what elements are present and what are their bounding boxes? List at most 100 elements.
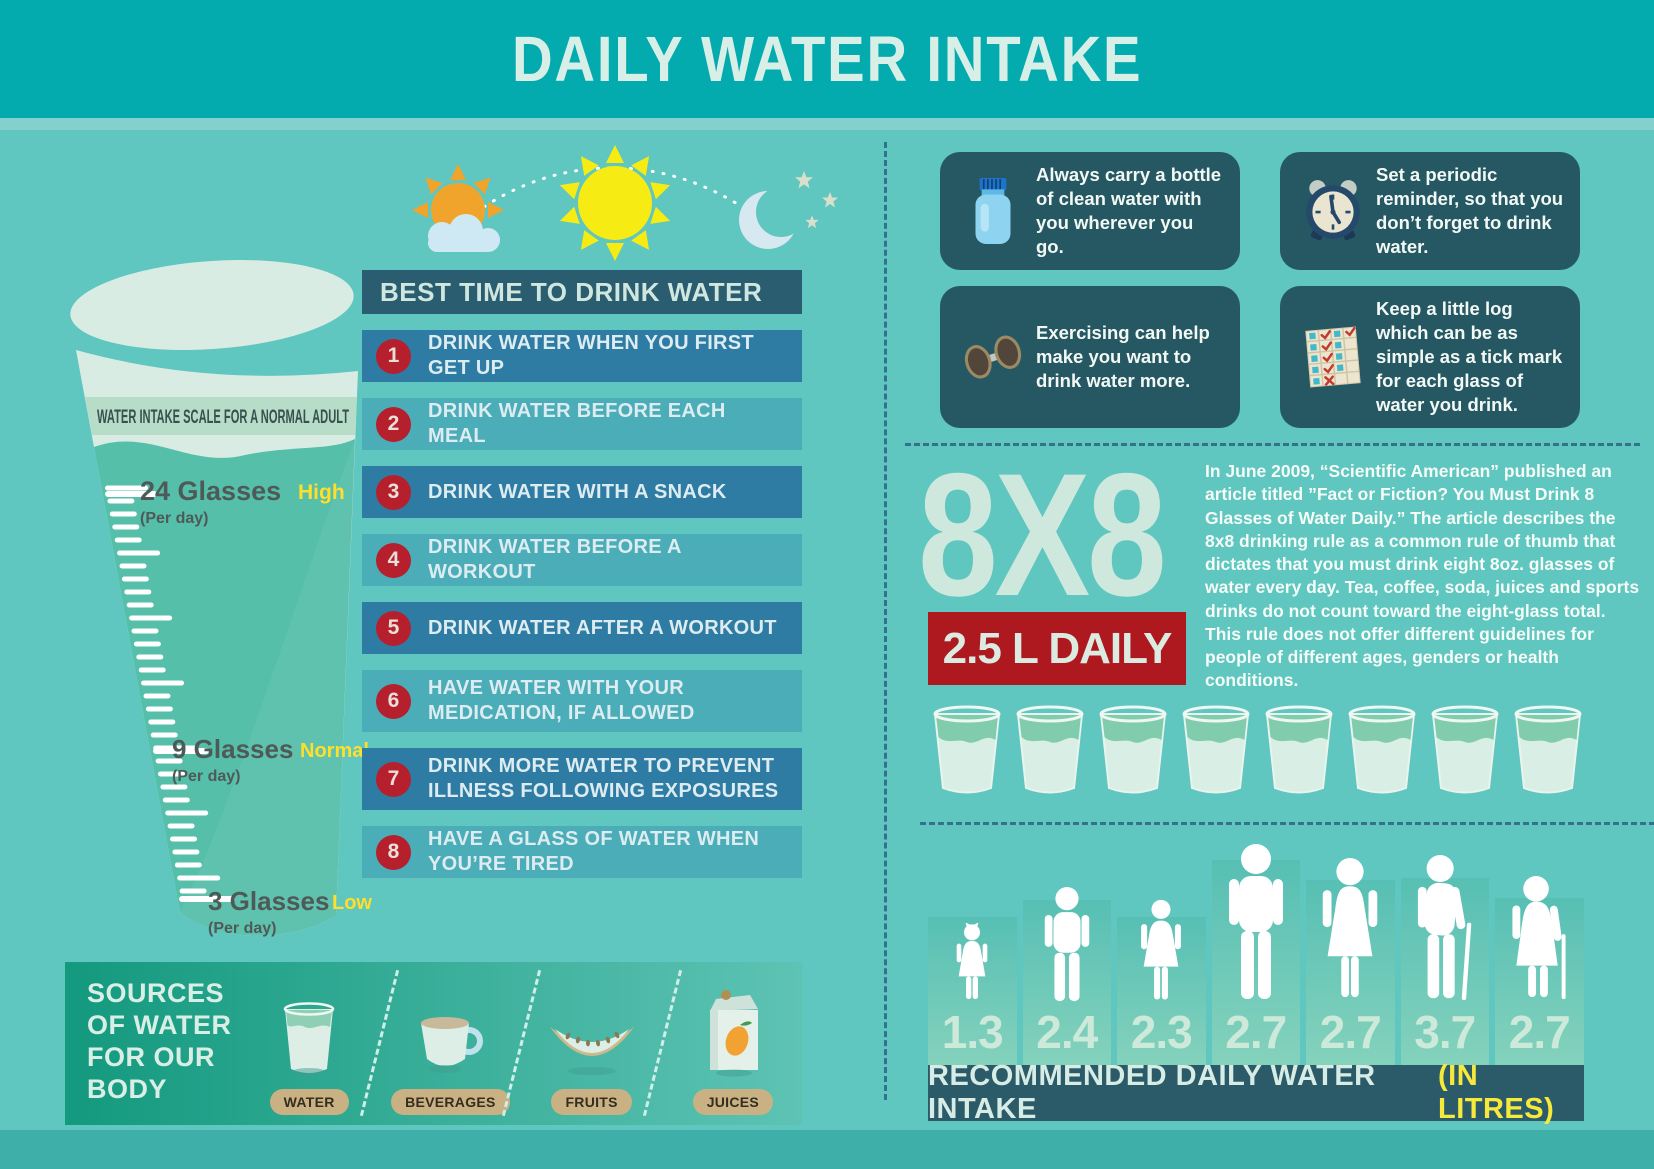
item-number-badge: 5 xyxy=(376,610,411,646)
intake-value: 2.7 xyxy=(1225,1006,1287,1058)
best-time-item-7: 7 DRINK MORE WATER TO PREVENT ILLNESS FO… xyxy=(362,748,802,810)
best-time-item-1: 1 DRINK WATER WHEN YOU FIRST GET UP xyxy=(362,330,802,382)
item-text: HAVE A GLASS OF WATER WHEN YOU’RE TIRED xyxy=(428,828,760,875)
level-high-label: High xyxy=(298,481,345,504)
glass-rim xyxy=(70,260,354,350)
intake-col-girl: 2.3 xyxy=(1117,899,1206,1065)
rule-paragraph: In June 2009, “Scientific American” publ… xyxy=(1205,461,1640,691)
level-low-label: Low xyxy=(332,892,372,914)
figure-toddler-girl xyxy=(956,923,988,999)
fruit-slice-icon xyxy=(549,1027,634,1075)
intake-caption-unit: (IN LITRES) xyxy=(1437,1060,1555,1125)
source-label: JUICES xyxy=(692,1089,774,1115)
figure-woman xyxy=(1323,857,1378,998)
intake-value: 2.7 xyxy=(1319,1006,1382,1058)
item-number-badge: 2 xyxy=(376,406,411,442)
daily-amount-badge: 2.5 L DAILY xyxy=(928,612,1186,685)
intake-col-elderly-man: 3.7 xyxy=(1400,854,1489,1065)
beverage-cup-icon xyxy=(421,1017,484,1073)
water-glass-icon xyxy=(1265,705,1333,794)
source-label: FRUITS xyxy=(551,1089,632,1115)
source-item-water: WATER xyxy=(240,962,378,1125)
item-text: HAVE WATER WITH YOUR MEDICATION, IF ALLO… xyxy=(428,677,695,724)
level-low-per: (Per day) xyxy=(208,920,276,937)
item-text: DRINK WATER BEFORE A WORKOUT xyxy=(428,536,682,583)
header-strip xyxy=(0,118,1654,130)
page-title: DAILY WATER INTAKE xyxy=(511,23,1143,95)
level-high-per: (Per day) xyxy=(140,510,208,527)
intake-caption-bar: RECOMMENDED DAILY WATER INTAKE (IN LITRE… xyxy=(928,1060,1584,1125)
source-item-juices: JUICES xyxy=(664,962,802,1125)
water-intake-scale: WATER INTAKE SCALE FOR A NORMAL ADULT 24… xyxy=(70,260,372,937)
sources-panel: SOURCES OF WATER FOR OUR BODY WATER xyxy=(65,962,802,1125)
bottom-strip xyxy=(0,1130,1654,1169)
vertical-divider xyxy=(884,142,887,1100)
dumbbell-icon xyxy=(950,326,1036,388)
water-glass-icon xyxy=(933,705,1001,794)
day-cycle-illustration xyxy=(412,145,839,261)
item-number-badge: 4 xyxy=(376,542,411,578)
tip-set-reminder: Set a periodic reminder, so that you don… xyxy=(1280,152,1580,270)
level-normal-per: (Per day) xyxy=(172,768,240,785)
item-number-badge: 6 xyxy=(376,683,411,719)
best-time-title: BEST TIME TO DRINK WATER xyxy=(362,270,802,314)
dashed-divider-bottom xyxy=(920,822,1654,825)
intake-value: 2.3 xyxy=(1130,1006,1193,1058)
juice-carton-icon xyxy=(709,990,758,1077)
page-header: DAILY WATER INTAKE xyxy=(0,0,1654,118)
level-normal-label: Normal xyxy=(300,740,369,762)
rule-8x8-text: 8X8 xyxy=(918,438,1167,633)
item-text: DRINK WATER AFTER A WORKOUT xyxy=(428,616,777,639)
sources-items: WATER BEVERAGES xyxy=(240,962,802,1125)
intake-caption: RECOMMENDED DAILY WATER INTAKE xyxy=(928,1060,1376,1125)
water-glass-icon xyxy=(1016,705,1084,794)
item-text: DRINK WATER WITH A SNACK xyxy=(428,480,727,503)
intake-chart: 1.3 2.4 2.3 xyxy=(928,844,1584,1065)
tip-text: Always carry a bottle of clean water wit… xyxy=(1036,163,1222,258)
tip-carry-bottle: Always carry a bottle of clean water wit… xyxy=(940,152,1240,270)
intake-col-man: 2.7 xyxy=(1211,844,1300,1065)
tip-text: Keep a little log which can be as simple… xyxy=(1376,297,1563,416)
scale-ticks xyxy=(105,485,221,894)
tips-section: Always carry a bottle of clean water wit… xyxy=(940,152,1580,428)
best-time-item-3: 3 DRINK WATER WITH A SNACK xyxy=(362,466,802,518)
item-text: DRINK WATER WHEN YOU FIRST GET UP xyxy=(428,332,754,379)
figure-man xyxy=(1228,844,1283,999)
alarm-clock-icon xyxy=(1290,178,1376,244)
figure-boy xyxy=(1044,887,1089,1002)
figure-girl xyxy=(1141,899,1182,1000)
source-label: WATER xyxy=(269,1089,349,1115)
item-text: DRINK WATER BEFORE EACH MEAL xyxy=(428,400,726,447)
intake-col-woman: 2.7 xyxy=(1306,857,1395,1065)
tip-text: Exercising can help make you want to dri… xyxy=(1036,321,1210,392)
best-time-item-4: 4 DRINK WATER BEFORE A WORKOUT xyxy=(362,534,802,586)
level-low-amount: 3 Glasses xyxy=(208,886,329,916)
sun-icon xyxy=(559,145,671,261)
source-label: BEVERAGES xyxy=(391,1089,510,1115)
level-normal-amount: 9 Glasses xyxy=(172,734,293,764)
water-glass-icon xyxy=(283,1002,335,1076)
scale-label-band xyxy=(85,397,357,435)
water-bottle-icon xyxy=(950,176,1036,246)
scale-major-ticks xyxy=(105,491,235,902)
source-item-beverages: BEVERAGES xyxy=(381,962,519,1125)
water-glass-icon xyxy=(1431,705,1499,794)
water-glass-icon xyxy=(1099,705,1167,794)
best-time-item-6: 6 HAVE WATER WITH YOUR MEDICATION, IF AL… xyxy=(362,670,802,732)
stars-icon xyxy=(795,171,839,229)
scale-label: WATER INTAKE SCALE FOR A NORMAL ADULT xyxy=(97,407,349,428)
water-glass-icon xyxy=(1514,705,1582,794)
eight-glasses-row xyxy=(928,700,1588,796)
item-text: DRINK MORE WATER TO PREVENT ILLNESS FOLL… xyxy=(428,755,779,802)
item-number-badge: 3 xyxy=(376,474,411,510)
intake-col-toddler-girl: 1.3 xyxy=(928,917,1017,1065)
item-number-badge: 8 xyxy=(376,834,411,870)
water-glass-icon xyxy=(1348,705,1416,794)
best-time-item-2: 2 DRINK WATER BEFORE EACH MEAL xyxy=(362,398,802,450)
best-time-item-8: 8 HAVE A GLASS OF WATER WHEN YOU’RE TIRE… xyxy=(362,826,802,878)
figure-elderly-woman xyxy=(1512,875,1566,1000)
intake-value: 1.3 xyxy=(941,1006,1004,1058)
tip-text: Set a periodic reminder, so that you don… xyxy=(1376,163,1564,258)
tip-exercise: Exercising can help make you want to dri… xyxy=(940,286,1240,428)
